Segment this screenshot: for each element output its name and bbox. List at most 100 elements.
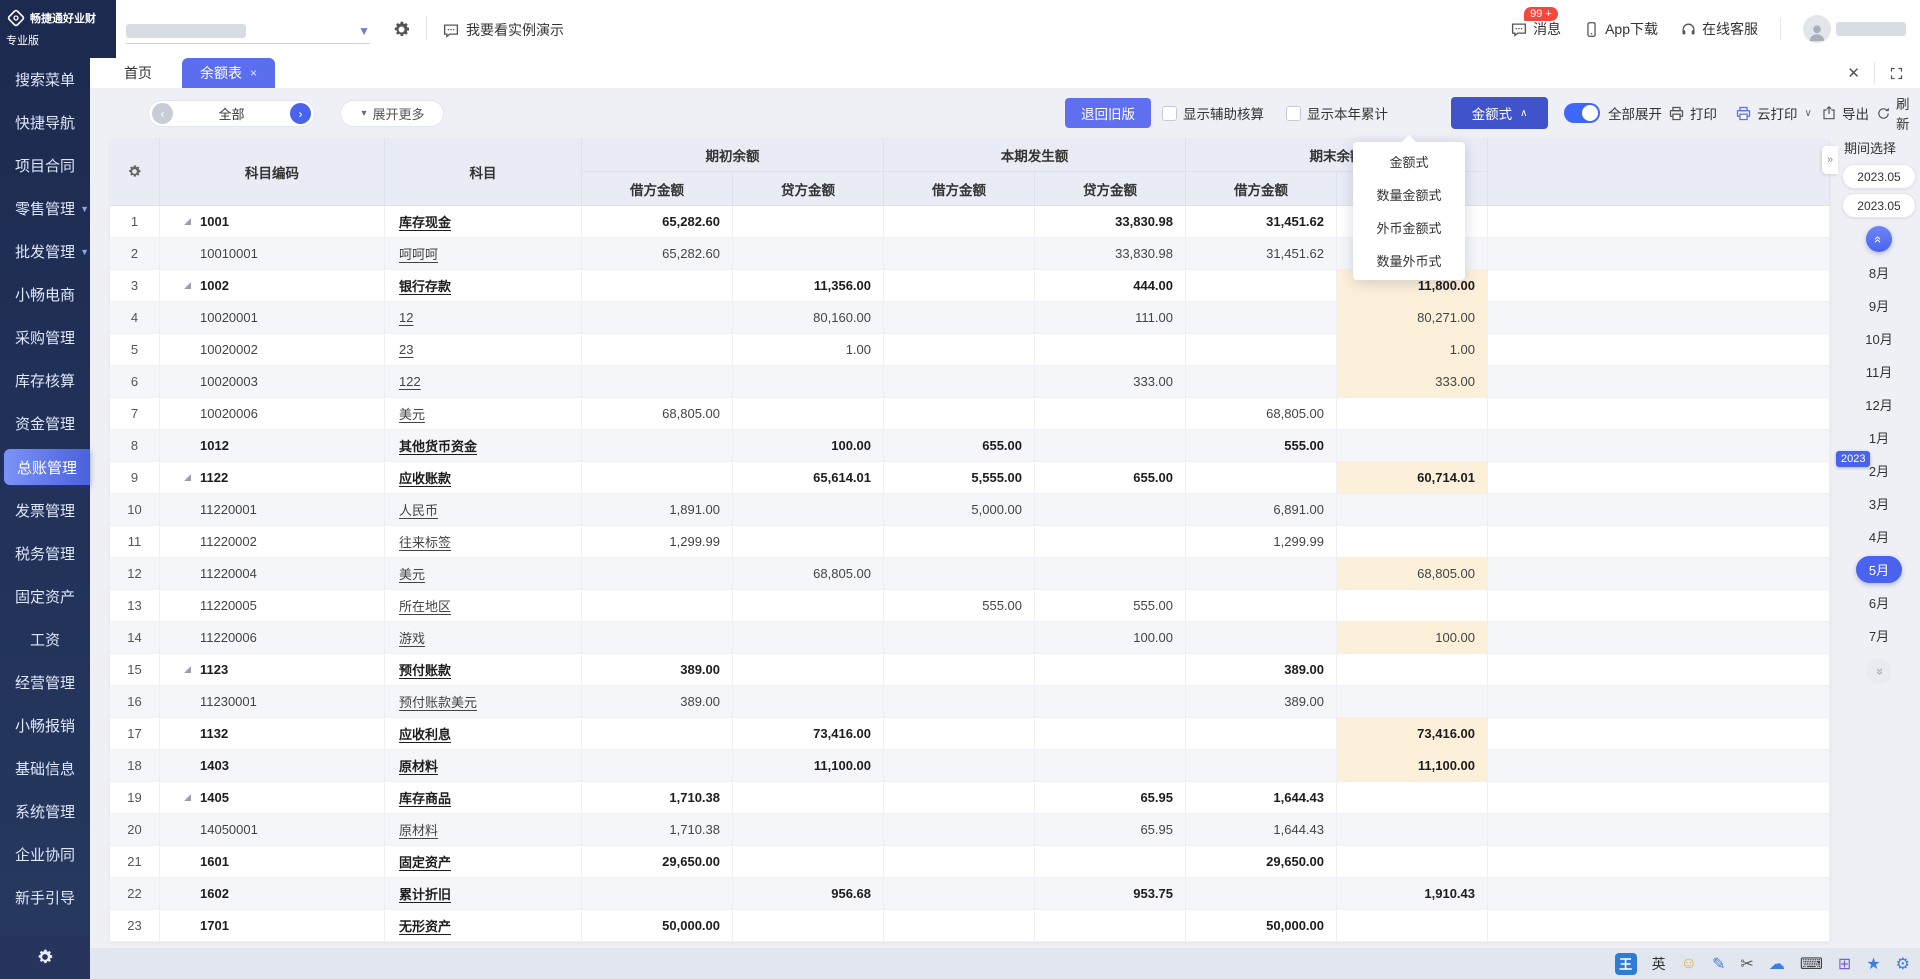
sidebar-item-1[interactable]: 搜索菜单: [0, 58, 90, 101]
online-support-button[interactable]: 在线客服: [1680, 19, 1758, 39]
table-row[interactable]: 7 10020006 美元 68,805.00 68,805.00: [110, 398, 1830, 430]
table-row[interactable]: 8 1012 其他货币资金 100.00 655.00 555.00: [110, 430, 1830, 462]
sidebar-item-4[interactable]: 零售管理 ▼: [0, 187, 90, 230]
table-row[interactable]: 11 11220002 往来标签 1,299.99 1,299.99: [110, 526, 1830, 558]
month-item[interactable]: 1月: [1868, 431, 1890, 446]
subject-link[interactable]: 无形资产: [399, 919, 452, 934]
subject-link[interactable]: 固定资产: [399, 855, 452, 870]
table-row[interactable]: 6 10020003 122 333.00 333.00: [110, 366, 1830, 398]
sidebar-item-5[interactable]: 批发管理 ▼: [0, 230, 90, 273]
subject-link[interactable]: 游戏: [399, 631, 426, 646]
subject-link[interactable]: 原材料: [399, 759, 439, 774]
subject-link[interactable]: 所在地区: [399, 599, 452, 614]
pen-icon[interactable]: ✎: [1712, 955, 1726, 973]
table-row[interactable]: 3 1002 银行存款 11,356.00 444.00 11,800.00: [110, 270, 1830, 302]
table-row[interactable]: 10 11220001 人民币 1,891.00 5,000.00 6,891.00: [110, 494, 1830, 526]
month-item[interactable]: 2月: [1868, 464, 1890, 479]
tab-balance-sheet[interactable]: 余额表 ×: [182, 58, 276, 88]
subject-link[interactable]: 往来标签: [399, 535, 452, 550]
month-item[interactable]: 3月: [1868, 497, 1890, 512]
subject-link[interactable]: 美元: [399, 407, 426, 422]
cloud-print-button[interactable]: 云打印 ∨: [1735, 97, 1812, 129]
user-account[interactable]: [1803, 15, 1906, 43]
subject-link[interactable]: 人民币: [399, 503, 439, 518]
subject-link[interactable]: 其他货币资金: [399, 439, 478, 454]
star-icon[interactable]: ★: [1866, 955, 1881, 973]
scissors-icon[interactable]: ✂: [1740, 955, 1754, 973]
sidebar-item-12[interactable]: 税务管理: [0, 532, 90, 575]
column-settings-gear-icon[interactable]: [110, 138, 160, 206]
fullscreen-icon[interactable]: [1889, 66, 1904, 81]
month-item[interactable]: 9月: [1868, 299, 1890, 314]
subject-link[interactable]: 预付账款: [399, 663, 452, 678]
sidebar-item-18[interactable]: 系统管理: [0, 790, 90, 833]
format-menu-item-1[interactable]: 金额式: [1389, 155, 1429, 170]
period-panel-collapse-handle[interactable]: »: [1822, 146, 1838, 174]
sidebar-item-11[interactable]: 发票管理: [0, 489, 90, 532]
sidebar-item-19[interactable]: 企业协同: [0, 833, 90, 876]
scroll-up-button[interactable]: «: [1866, 226, 1892, 252]
scroll-down-button[interactable]: «: [1866, 658, 1892, 684]
export-button[interactable]: 导出: [1821, 97, 1869, 129]
sidebar-item-13[interactable]: 固定资产: [0, 575, 90, 618]
subject-link[interactable]: 累计折旧: [399, 887, 452, 902]
subject-link[interactable]: 原材料: [399, 823, 439, 838]
table-row[interactable]: 23 1701 无形资产 50,000.00 50,000.00: [110, 910, 1830, 942]
print-button[interactable]: 打印: [1668, 97, 1717, 129]
close-icon[interactable]: ✕: [1847, 65, 1860, 82]
app-download-button[interactable]: App下载: [1583, 19, 1658, 39]
refresh-button[interactable]: 刷新: [1876, 97, 1920, 132]
sidebar-item-7[interactable]: 采购管理: [0, 316, 90, 359]
expand-triangle-icon[interactable]: [184, 666, 191, 673]
toggle-switch-on[interactable]: [1564, 103, 1600, 123]
subject-link[interactable]: 预付账款美元: [399, 695, 478, 710]
ime-wang-icon[interactable]: 王: [1614, 952, 1637, 975]
sidebar-item-17[interactable]: 基础信息: [0, 747, 90, 790]
month-item[interactable]: 12月: [1865, 398, 1893, 413]
sidebar-item-15[interactable]: 经营管理: [0, 661, 90, 704]
demo-link[interactable]: 我要看实例演示: [442, 20, 564, 40]
table-row[interactable]: 19 1405 库存商品 1,710.38 65.95 1,644.43: [110, 782, 1830, 814]
company-select[interactable]: ▼: [126, 18, 370, 44]
table-row[interactable]: 21 1601 固定资产 29,650.00 29,650.00: [110, 846, 1830, 878]
table-row[interactable]: 15 1123 预付账款 389.00 389.00: [110, 654, 1830, 686]
subject-link[interactable]: 银行存款: [399, 279, 452, 294]
sidebar-item-16[interactable]: 小畅报销: [0, 704, 90, 747]
table-row[interactable]: 22 1602 累计折旧 956.68 953.75 1,910.43: [110, 878, 1830, 910]
sidebar-item-9[interactable]: 资金管理: [0, 402, 90, 445]
expand-triangle-icon[interactable]: [184, 218, 191, 225]
settings-gear-icon[interactable]: [392, 20, 411, 39]
subject-link[interactable]: 库存现金: [399, 215, 452, 230]
sidebar-item-2[interactable]: 快捷导航: [0, 101, 90, 144]
subject-link[interactable]: 呵呵呵: [399, 247, 439, 262]
month-item[interactable]: 4月: [1868, 530, 1890, 545]
table-row[interactable]: 20 14050001 原材料 1,710.38 65.95 1,644.43: [110, 814, 1830, 846]
table-row[interactable]: 13 11220005 所在地区 555.00 555.00: [110, 590, 1830, 622]
subject-link[interactable]: 23: [399, 342, 414, 357]
expand-more-button[interactable]: ▾ 展开更多: [340, 100, 444, 127]
back-to-old-version-button[interactable]: 退回旧版: [1065, 98, 1151, 128]
format-menu-item-4[interactable]: 数量外币式: [1376, 254, 1442, 269]
expand-triangle-icon[interactable]: [184, 474, 191, 481]
table-row[interactable]: 14 11220006 游戏 100.00 100.00: [110, 622, 1830, 654]
subject-link[interactable]: 12: [399, 310, 414, 325]
format-menu-item-3[interactable]: 外币金额式: [1376, 221, 1442, 236]
sidebar-item-3[interactable]: 项目合同: [0, 144, 90, 187]
emoji-icon[interactable]: ☺: [1680, 954, 1697, 972]
table-row[interactable]: 4 10020001 12 80,160.00 111.00 80,271.00: [110, 302, 1830, 334]
table-row[interactable]: 9 1122 应收账款 65,614.01 5,555.00 655.00 60,714.0…: [110, 462, 1830, 494]
subject-link[interactable]: 库存商品: [399, 791, 452, 806]
table-row[interactable]: 18 1403 原材料 11,100.00 11,100.00: [110, 750, 1830, 782]
format-dropdown-button[interactable]: 金额式 ∧: [1451, 97, 1548, 129]
month-item[interactable]: 7月: [1868, 629, 1890, 644]
period-button-2[interactable]: 2023.05: [1842, 193, 1916, 218]
sidebar-item-20[interactable]: 新手引导: [0, 876, 90, 919]
account-range-filter[interactable]: ‹ 全部 ›: [148, 100, 315, 127]
ime-english-icon[interactable]: 英: [1651, 955, 1666, 972]
table-row[interactable]: 12 11220004 美元 68,805.00 68,805.00: [110, 558, 1830, 590]
period-button-1[interactable]: 2023.05: [1842, 164, 1916, 189]
grid-icon[interactable]: ⊞: [1837, 955, 1852, 973]
month-item[interactable]: 11月: [1865, 365, 1893, 380]
subject-link[interactable]: 美元: [399, 567, 426, 582]
show-ytd-checkbox[interactable]: 显示本年累计: [1286, 97, 1388, 129]
